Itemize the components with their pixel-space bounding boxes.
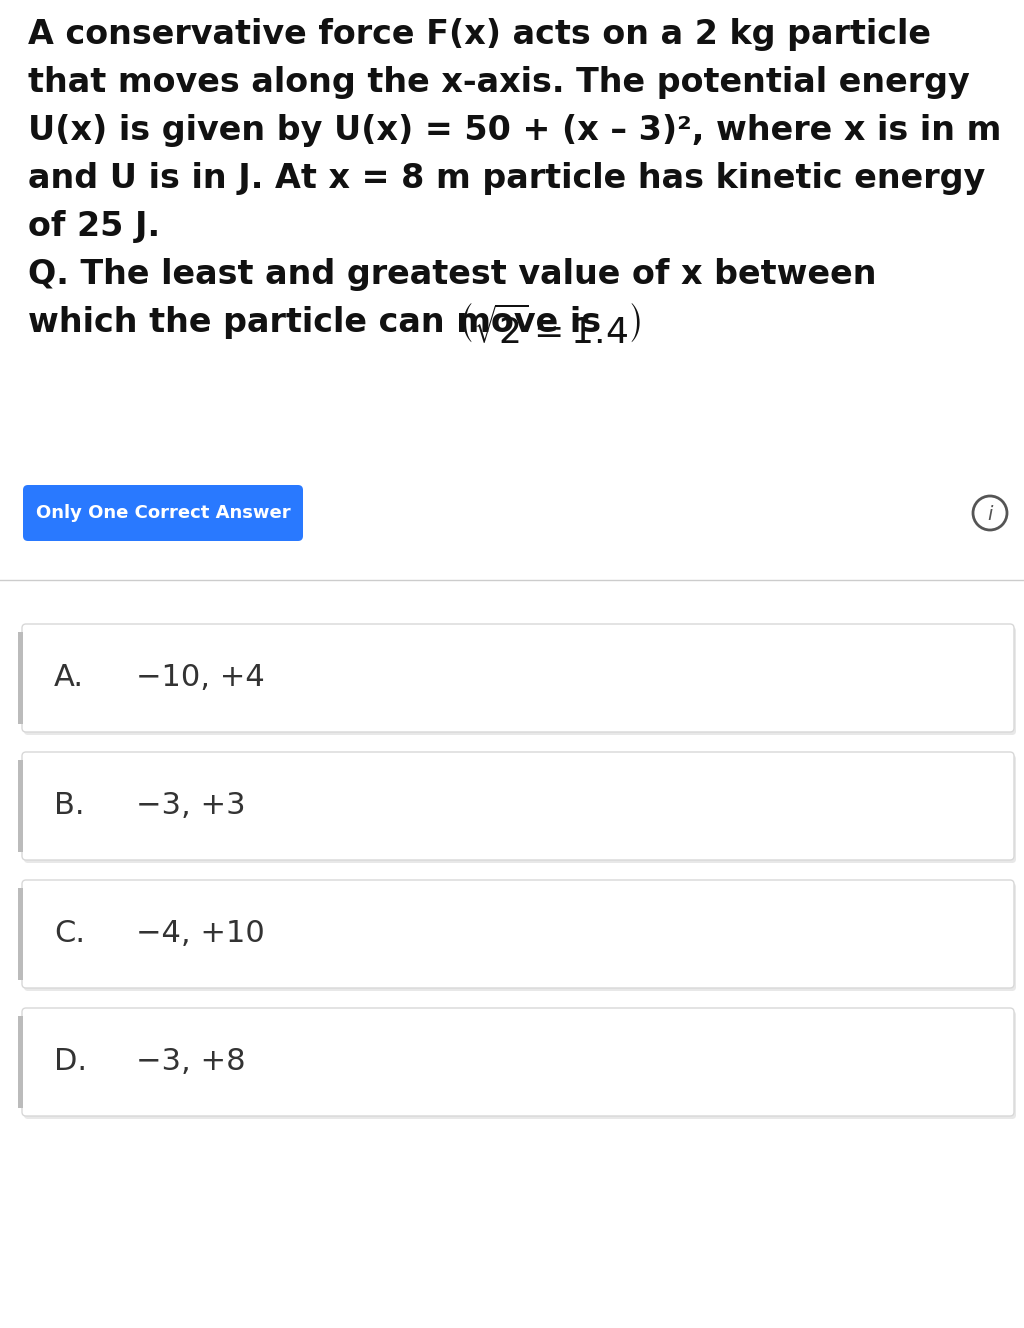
FancyBboxPatch shape xyxy=(22,1008,1014,1116)
FancyBboxPatch shape xyxy=(24,883,1016,991)
Text: −3, +3: −3, +3 xyxy=(136,791,246,821)
Text: −10, +4: −10, +4 xyxy=(136,664,265,692)
Text: A conservative force F(x) acts on a 2 kg particle: A conservative force F(x) acts on a 2 kg… xyxy=(28,19,931,50)
FancyBboxPatch shape xyxy=(24,756,1016,863)
FancyBboxPatch shape xyxy=(18,1016,23,1108)
Text: −4, +10: −4, +10 xyxy=(136,919,265,948)
Text: −3, +8: −3, +8 xyxy=(136,1048,246,1077)
FancyBboxPatch shape xyxy=(24,627,1016,734)
Text: of 25 J.: of 25 J. xyxy=(28,210,160,243)
FancyBboxPatch shape xyxy=(22,752,1014,861)
FancyBboxPatch shape xyxy=(18,888,23,980)
Text: that moves along the x-axis. The potential energy: that moves along the x-axis. The potenti… xyxy=(28,66,970,100)
Text: U(x) is given by U(x) = 50 + (x – 3)², where x is in m: U(x) is given by U(x) = 50 + (x – 3)², w… xyxy=(28,114,1001,147)
Text: and U is in J. At x = 8 m particle has kinetic energy: and U is in J. At x = 8 m particle has k… xyxy=(28,162,985,195)
Text: Only One Correct Answer: Only One Correct Answer xyxy=(36,505,291,522)
FancyBboxPatch shape xyxy=(24,1011,1016,1120)
Text: Q. The least and greatest value of x between: Q. The least and greatest value of x bet… xyxy=(28,258,877,291)
Text: B.: B. xyxy=(54,791,85,821)
Text: C.: C. xyxy=(54,919,85,948)
Text: $\left(\sqrt{2} = 1.4\right)$: $\left(\sqrt{2} = 1.4\right)$ xyxy=(458,305,641,351)
FancyBboxPatch shape xyxy=(22,880,1014,988)
Text: A.: A. xyxy=(54,664,84,692)
FancyBboxPatch shape xyxy=(18,632,23,724)
FancyBboxPatch shape xyxy=(23,485,303,540)
Text: i: i xyxy=(987,505,992,523)
FancyBboxPatch shape xyxy=(18,760,23,853)
Text: D.: D. xyxy=(54,1048,87,1077)
Text: which the particle can move is: which the particle can move is xyxy=(28,305,601,339)
FancyBboxPatch shape xyxy=(22,624,1014,732)
